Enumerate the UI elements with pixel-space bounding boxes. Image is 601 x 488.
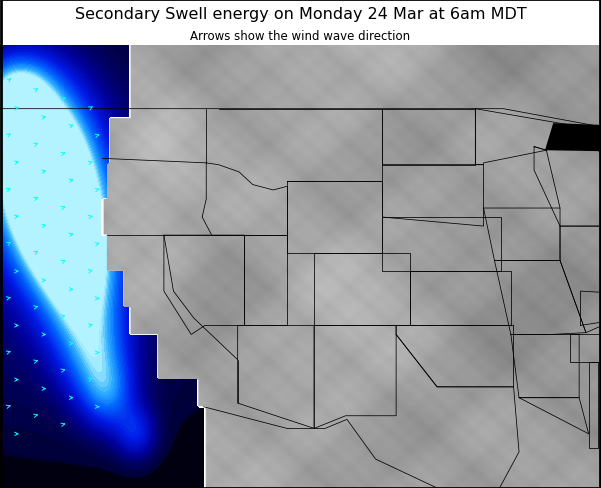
Text: Secondary Swell energy on Monday 24 Mar at 6am MDT: Secondary Swell energy on Monday 24 Mar … (75, 7, 526, 22)
Polygon shape (545, 124, 601, 153)
Text: Arrows show the wind wave direction: Arrows show the wind wave direction (191, 30, 410, 42)
